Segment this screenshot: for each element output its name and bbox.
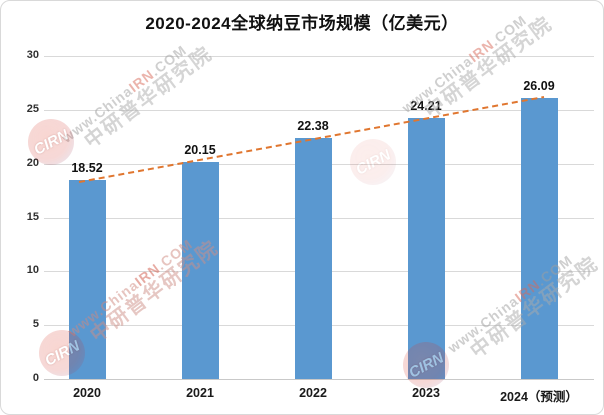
x-axis-category-label: 2020 [73,386,101,400]
bar [520,98,558,379]
y-axis-tick-label: 0 [32,372,39,384]
x-axis-category-label: 2021 [186,386,214,400]
y-axis-tick-label: 25 [26,102,39,115]
bar [294,138,332,379]
data-label: 24.21 [410,99,442,114]
watermark-url: www.ChinaIRN.COM [444,251,576,356]
x-axis-category-label: 2022 [299,386,327,400]
chart-title: 2020-2024全球纳豆市场规模（亿美元） [145,14,459,33]
y-axis-tick-label: 30 [26,49,39,61]
gridline [44,109,594,111]
data-label: 22.38 [297,119,329,134]
y-axis-tick-label: 20 [26,156,39,169]
bar [407,118,445,379]
cirn-logo-icon: CIRN [350,139,396,185]
y-axis-tick-label: 10 [26,264,39,277]
gridline [44,56,594,57]
x-axis-category-label: 2024（预测） [500,390,578,404]
bar [68,179,106,379]
data-label: 18.52 [71,160,103,175]
data-label: 20.15 [184,143,216,158]
data-label: 26.09 [523,79,555,94]
watermark-url: www.ChinaIRN.COM [58,41,190,146]
y-axis-tick-label: 15 [26,210,39,223]
watermark-cn: 中研普华研究院 [80,42,217,153]
y-axis-tick-label: 5 [32,318,39,331]
bar [181,162,219,379]
x-axis-category-label: 2023 [412,386,440,400]
gridline [44,379,594,380]
